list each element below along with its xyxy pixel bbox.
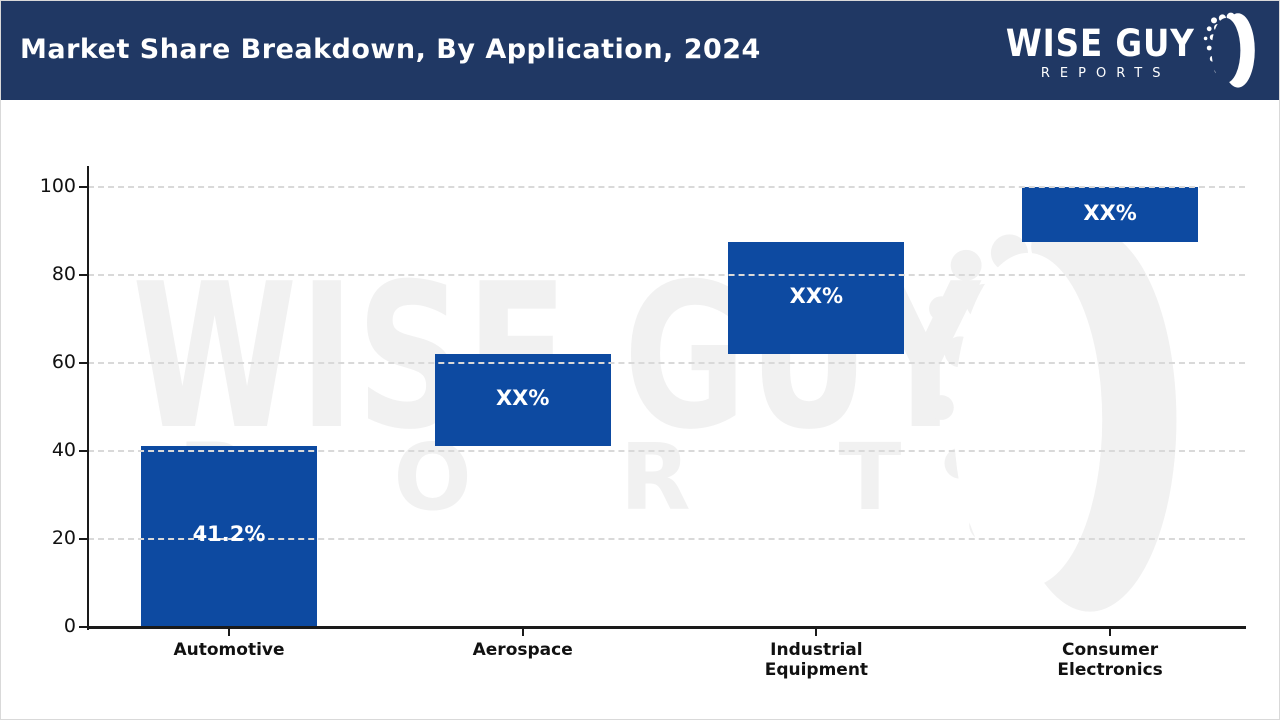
logo-wordmark: WISE GUY <box>1006 21 1196 65</box>
y-tick-mark <box>79 450 88 452</box>
gridline-100 <box>88 186 1245 188</box>
y-tick-label: 0 <box>63 615 76 637</box>
y-axis-line <box>87 166 89 630</box>
gridline-80 <box>88 274 1245 276</box>
bar-value-label: 41.2% <box>192 522 266 547</box>
waterfall-bar-0 <box>141 445 317 627</box>
x-axis-line <box>87 626 1246 629</box>
y-tick-label: 100 <box>39 175 76 197</box>
bar-value-label: XX% <box>789 284 844 309</box>
y-tick-label: 40 <box>51 439 76 461</box>
y-tick-mark <box>79 626 88 628</box>
gridline-20 <box>88 538 1245 540</box>
waterfall-bar-3 <box>1022 187 1199 242</box>
waterfall-bar-2 <box>728 242 905 355</box>
y-tick-mark <box>79 186 88 188</box>
logo-subtitle: REPORTS <box>1040 65 1171 81</box>
x-tick-mark <box>228 629 230 636</box>
bar-value-label: XX% <box>495 385 550 410</box>
x-tick-mark <box>1109 629 1112 636</box>
x-category-label: Aerospace <box>472 640 573 660</box>
x-tick-mark <box>815 629 818 636</box>
x-tick-mark <box>521 629 524 636</box>
y-tick-mark <box>79 538 88 540</box>
wise-guy-logo: WISE GUY REPORTS <box>993 12 1258 90</box>
y-tick-label: 20 <box>51 527 76 549</box>
y-tick-mark <box>79 362 88 364</box>
y-tick-label: 80 <box>51 263 76 285</box>
gridline-40 <box>88 450 1245 452</box>
logo-text: WISE GUY REPORTS <box>993 22 1208 81</box>
x-category-label: Industrial Equipment <box>764 640 869 680</box>
y-tick-mark <box>79 274 88 276</box>
waterfall-bar-1 <box>434 354 611 446</box>
x-category-label: Automotive <box>173 640 285 660</box>
y-tick-label: 60 <box>51 351 76 373</box>
dotted-head-watermark-icon <box>913 225 1177 612</box>
x-category-label: Consumer Electronics <box>1057 640 1163 680</box>
dotted-head-icon <box>1203 12 1255 88</box>
page-title: Market Share Breakdown, By Application, … <box>20 34 761 65</box>
bar-value-label: XX% <box>1083 200 1137 225</box>
gridline-60 <box>88 362 1245 364</box>
header-bar: Market Share Breakdown, By Application, … <box>0 0 1280 100</box>
